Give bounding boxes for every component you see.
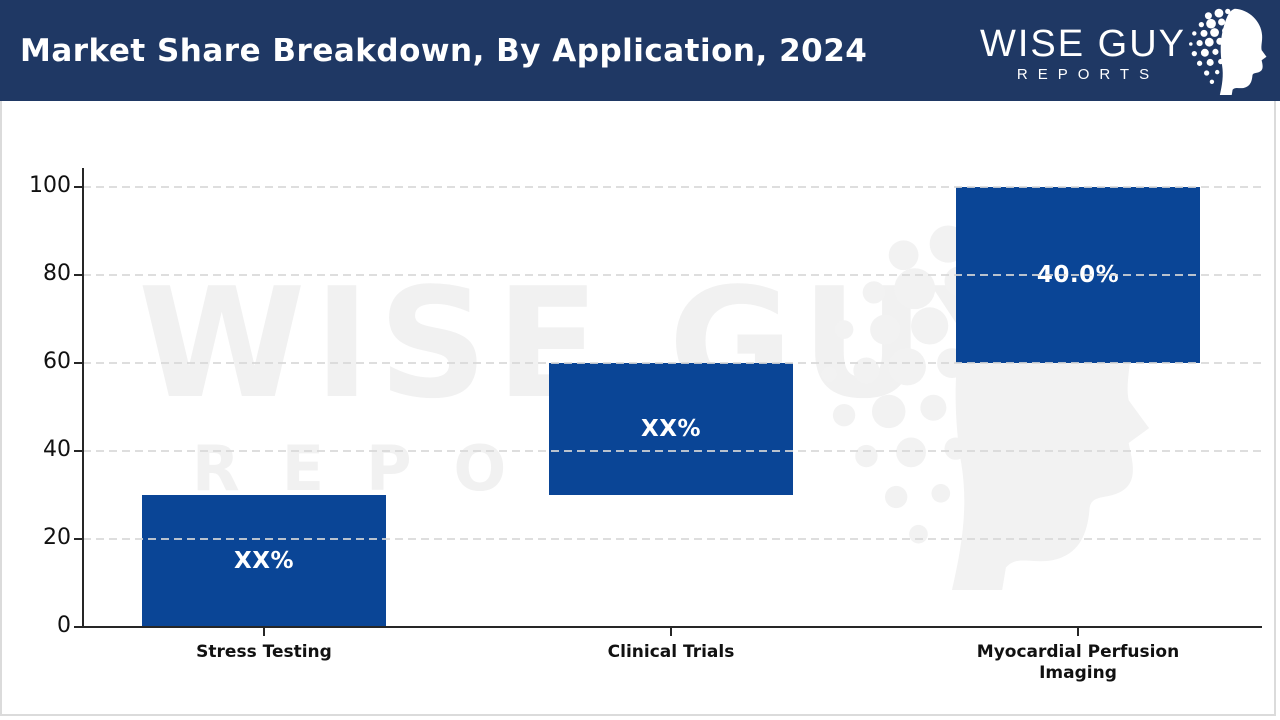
y-tick-label-0: 0 <box>57 613 71 638</box>
bar-segment: XX% <box>549 363 793 495</box>
chart-title: Market Share Breakdown, By Application, … <box>20 32 868 69</box>
gridline-100 <box>83 186 1262 188</box>
logo-wordmark: WISE GUY <box>979 23 1186 65</box>
header-bar: Market Share Breakdown, By Application, … <box>0 0 1280 101</box>
x-category-label: Stress Testing <box>196 642 332 662</box>
y-tick-100 <box>74 186 83 188</box>
x-tick <box>1077 627 1079 636</box>
gridline-60 <box>83 362 1262 364</box>
y-tick-0 <box>74 626 83 628</box>
x-tick <box>263 627 265 636</box>
x-category-label: Myocardial Perfusion Imaging <box>976 642 1180 684</box>
y-axis-line <box>82 168 84 628</box>
gridline-20 <box>83 538 1262 540</box>
x-category-label: Clinical Trials <box>607 642 735 662</box>
y-tick-20 <box>74 538 83 540</box>
y-tick-label-60: 60 <box>43 349 71 374</box>
gridline-80 <box>83 274 1262 276</box>
bar-value-label: XX% <box>640 416 701 442</box>
y-tick-label-40: 40 <box>43 437 71 462</box>
y-tick-label-80: 80 <box>43 261 71 286</box>
x-axis-line <box>83 626 1262 628</box>
wiseguy-logo-text: WISE GUY REPORTS <box>980 25 1186 83</box>
bar-value-label: XX% <box>233 548 294 574</box>
bar-segment: XX% <box>142 495 386 627</box>
y-tick-80 <box>74 274 83 276</box>
y-tick-60 <box>74 362 83 364</box>
y-tick-40 <box>74 450 83 452</box>
x-tick <box>670 627 672 636</box>
wiseguy-logo: WISE GUY REPORTS <box>980 4 1270 98</box>
y-tick-label-20: 20 <box>43 525 71 550</box>
logo-subtitle: REPORTS <box>1016 66 1160 83</box>
y-tick-label-100: 100 <box>29 173 71 198</box>
gridline-40 <box>83 450 1262 452</box>
